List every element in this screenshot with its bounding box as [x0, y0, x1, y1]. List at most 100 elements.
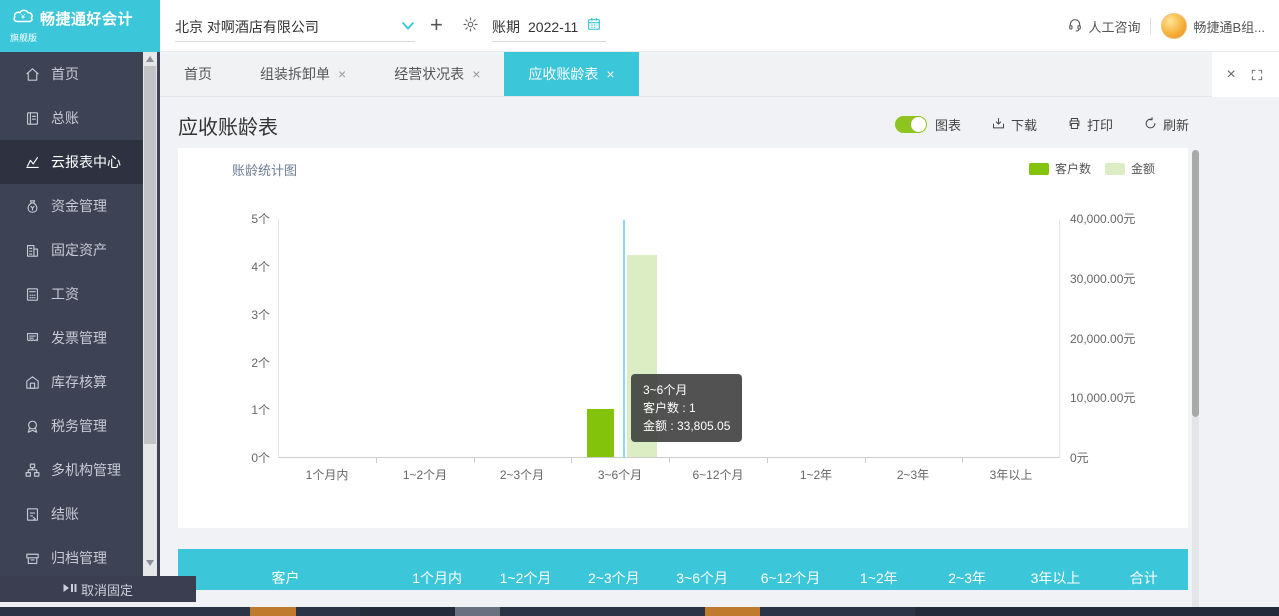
period-picker[interactable]: 账期 2022-11 [492, 12, 607, 42]
y-axis-right-tick: 20,000.00元 [1070, 332, 1136, 346]
sidebar-item-archive[interactable]: 归档管理 [0, 536, 143, 580]
x-axis-label: 1~2年 [799, 468, 833, 482]
money-bag-icon [24, 198, 41, 215]
unpin-sidebar-button[interactable]: 取消固定 [0, 576, 196, 602]
refresh-icon [1143, 116, 1158, 134]
taskbar-segment [705, 607, 760, 616]
table-col-header: 客户 [271, 570, 300, 586]
chart-title: 账龄统计图 [232, 163, 298, 178]
ledger-icon [24, 110, 41, 127]
sidebar-item-label: 库存核算 [51, 374, 107, 390]
tooltip-line: 客户数 : 1 [643, 401, 696, 415]
settings-gear-icon[interactable] [462, 16, 479, 38]
sidebar-item-general-ledger[interactable]: 总账 [0, 96, 143, 140]
taskbar-segment [455, 607, 500, 616]
company-name: 北京 对啊酒店有限公司 [175, 18, 319, 35]
y-axis-left-tick: 1个 [251, 403, 270, 417]
legend-swatch-green [1028, 162, 1049, 175]
tab-label: 首页 [184, 66, 212, 82]
table-col-header: 3~6个月 [676, 570, 729, 586]
scroll-up-arrow-icon[interactable] [146, 56, 154, 62]
legend-customer-count[interactable]: 客户数 [1028, 160, 1091, 177]
download-label: 下载 [1010, 118, 1037, 133]
tab-assembly-order[interactable]: 组装拆卸单 × [236, 52, 370, 96]
x-axis-label: 6~12个月 [692, 468, 744, 482]
sidebar-item-invoices[interactable]: 发票管理 [0, 316, 143, 360]
tab-operating-status[interactable]: 经营状况表 × [370, 52, 504, 96]
sidebar-menu: 首页 总账 云报表中心 资金管理 固定资产 工资 [0, 52, 143, 580]
x-axis-tick [767, 458, 768, 463]
sidebar-item-fixed-assets[interactable]: 固定资产 [0, 228, 143, 272]
brand-logo[interactable]: ¥ 畅捷通好会计 旗舰版 [0, 0, 160, 52]
sidebar-scrollbar[interactable] [143, 52, 157, 602]
sidebar-item-label: 首页 [51, 66, 79, 82]
legend-amount[interactable]: 金额 [1104, 160, 1155, 177]
refresh-button[interactable]: 刷新 [1143, 115, 1189, 134]
sidebar-item-multi-org[interactable]: 多机构管理 [0, 448, 143, 492]
tab-label: 应收账龄表 [528, 66, 599, 82]
chart-icon [24, 154, 41, 171]
sidebar-item-funds[interactable]: 资金管理 [0, 184, 143, 228]
chart-toggle[interactable] [894, 116, 927, 133]
tab-receivable-aging[interactable]: 应收账龄表 × [504, 52, 639, 96]
close-all-tabs-icon[interactable]: × [1226, 65, 1236, 83]
sidebar-item-payroll[interactable]: 工资 [0, 272, 143, 316]
table-col-header: 2~3个月 [587, 570, 640, 586]
calendar-icon[interactable] [586, 16, 602, 37]
y-axis-right-tick: 0元 [1070, 451, 1089, 465]
company-selector[interactable]: 北京 对啊酒店有限公司 [175, 12, 415, 42]
period-value[interactable]: 2022-11 [528, 18, 579, 35]
y-axis-right-tick: 10,000.00元 [1070, 391, 1136, 405]
tabbar-tools: × [1212, 52, 1279, 97]
tab-home[interactable]: 首页 [160, 52, 236, 96]
close-icon[interactable]: × [472, 66, 481, 82]
close-icon[interactable]: × [338, 66, 347, 82]
archive-box-icon [24, 550, 41, 567]
unpin-icon [63, 582, 77, 597]
tooltip-line: 金额 : 33,805.05 [643, 419, 731, 433]
sidebar-item-inventory[interactable]: 库存核算 [0, 360, 143, 404]
sidebar-item-label: 发票管理 [51, 330, 107, 346]
x-axis-label: 3~6个月 [597, 468, 643, 482]
sidebar-item-cloud-reports[interactable]: 云报表中心 [0, 140, 143, 184]
sidebar-item-closing[interactable]: 结账 [0, 492, 143, 536]
avatar [1161, 13, 1188, 39]
tab-bar: 首页 组装拆卸单 × 经营状况表 × 应收账龄表 × × [160, 52, 1279, 97]
tooltip-title: 3~6个月 [643, 383, 688, 397]
warehouse-icon [24, 374, 41, 391]
bar-customer-count[interactable] [587, 409, 614, 457]
print-button[interactable]: 打印 [1067, 115, 1113, 134]
close-icon[interactable]: × [606, 66, 615, 82]
x-axis-label: 1个月内 [305, 468, 349, 482]
sidebar-scroll-thumb[interactable] [144, 66, 156, 444]
y-axis-left-tick: 3个 [251, 308, 270, 322]
sidebar-item-home[interactable]: 首页 [0, 52, 143, 96]
tax-stamp-icon [24, 418, 41, 435]
desktop-taskbar[interactable] [0, 607, 1279, 616]
content-scrollbar-thumb[interactable] [1192, 150, 1199, 417]
scroll-down-arrow-icon[interactable] [146, 560, 154, 566]
user-menu[interactable]: 畅捷通B组... [1161, 13, 1265, 39]
table-col-header: 2~3年 [948, 570, 986, 586]
taskbar-segment [360, 607, 455, 616]
content-scrollbar-track[interactable] [1192, 417, 1199, 616]
y-axis-right-tick: 30,000.00元 [1070, 272, 1136, 286]
y-axis-left-tick: 5个 [251, 212, 270, 226]
x-axis-label: 2~3年 [896, 468, 930, 482]
download-button[interactable]: 下载 [991, 115, 1037, 134]
table-col-header: 1~2年 [859, 570, 898, 586]
table-col-header: 1~2个月 [499, 570, 552, 586]
refresh-label: 刷新 [1162, 118, 1189, 133]
add-company-button[interactable]: + [430, 12, 443, 37]
live-support-label: 人工咨询 [1088, 19, 1141, 35]
report-toolbar: 图表 下载 打印 刷新 [894, 115, 1189, 134]
live-support-button[interactable]: 人工咨询 [1067, 17, 1140, 36]
y-axis-left-tick: 2个 [251, 356, 270, 370]
sidebar-item-label: 归档管理 [51, 550, 107, 566]
org-chart-icon [24, 462, 41, 479]
page-title: 应收账龄表 [178, 117, 278, 139]
fullscreen-icon[interactable] [1250, 68, 1264, 82]
sidebar-item-tax[interactable]: 税务管理 [0, 404, 143, 448]
sidebar-item-label: 云报表中心 [51, 154, 121, 170]
print-label: 打印 [1086, 118, 1113, 133]
